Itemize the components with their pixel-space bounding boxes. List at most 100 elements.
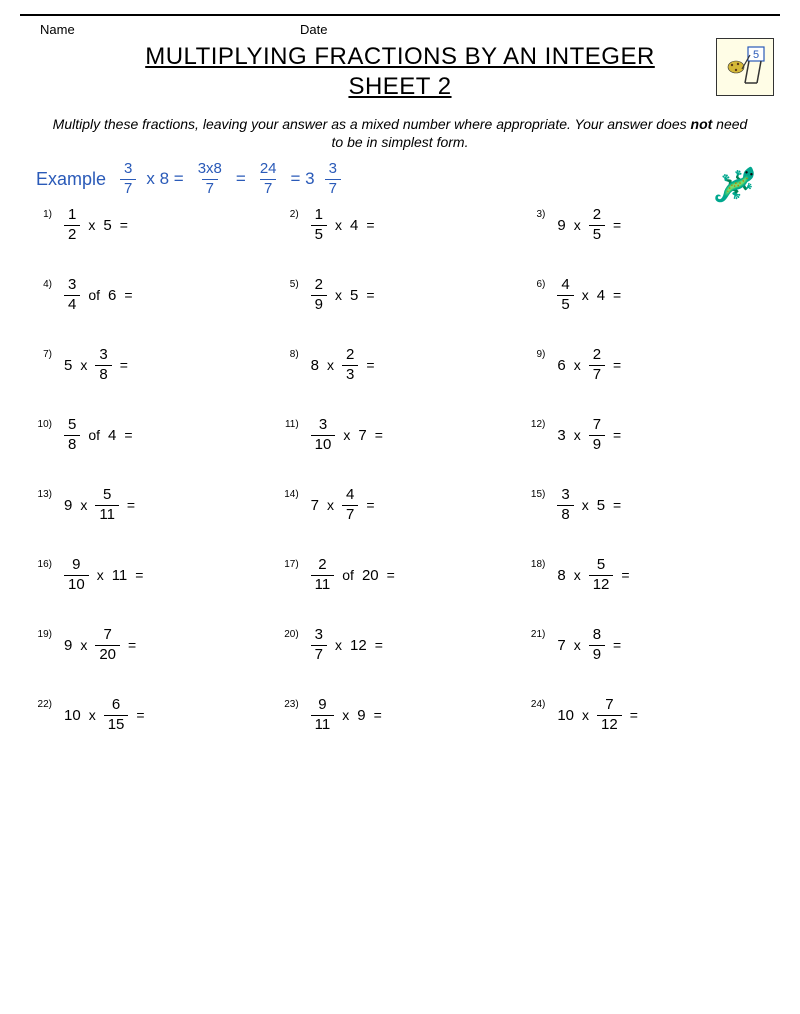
problem-expression: 29x5=: [305, 277, 375, 313]
problem-cell: 19)9x720=: [30, 627, 277, 663]
equals: =: [375, 427, 383, 443]
equals: =: [613, 217, 621, 233]
integer: 5: [597, 497, 605, 514]
fraction: 29: [311, 277, 327, 313]
problem-cell: 10)58of4=: [30, 417, 277, 453]
title-block: MULTIPLYING FRACTIONS BY AN INTEGER SHEE…: [0, 43, 800, 101]
instructions: Multiply these fractions, leaving your a…: [50, 115, 750, 151]
problem-expression: 7x47=: [305, 487, 375, 523]
problem-number: 13): [30, 487, 52, 500]
equals: =: [127, 497, 135, 513]
equals: =: [375, 637, 383, 653]
problem-cell: 20)37x12=: [277, 627, 524, 663]
problem-expression: 10x712=: [551, 697, 638, 733]
name-label: Name: [40, 22, 300, 37]
integer: 5: [64, 357, 72, 374]
fraction: 34: [64, 277, 80, 313]
problem-expression: 38x5=: [551, 487, 621, 523]
operator: x: [342, 707, 349, 723]
operator: x: [80, 497, 87, 513]
problem-cell: 14) 7x47=: [277, 487, 524, 523]
problem-cell: 1)12x5=: [30, 207, 277, 243]
problem-number: 4): [30, 277, 52, 290]
problem-number: 8): [277, 347, 299, 360]
problem-number: 22): [30, 697, 52, 710]
equals: =: [613, 287, 621, 303]
problem-cell: 24)10x712=: [523, 697, 770, 733]
operator: x: [574, 567, 581, 583]
problem-cell: 5)29x5=: [277, 277, 524, 313]
equals: =: [621, 567, 629, 583]
problem-number: 17): [277, 557, 299, 570]
problem-expression: 7x89=: [551, 627, 621, 663]
integer: 3: [557, 427, 565, 444]
fraction: 911: [311, 697, 335, 733]
instructions-bold: not: [691, 116, 713, 132]
problem-number: 19): [30, 627, 52, 640]
example-frac-1: 3 7: [120, 161, 136, 197]
equals: =: [613, 637, 621, 653]
integer: 10: [64, 707, 81, 724]
problem-cell: 23)911x9=: [277, 697, 524, 733]
problem-expression: 9x25=: [551, 207, 621, 243]
fraction: 89: [589, 627, 605, 663]
equals: =: [374, 707, 382, 723]
operator: x: [574, 637, 581, 653]
problem-number: 18): [523, 557, 545, 570]
date-label: Date: [300, 22, 327, 37]
integer: 4: [350, 217, 358, 234]
integer: 11: [112, 567, 128, 584]
fraction: 511: [95, 487, 119, 523]
equals: =: [124, 287, 132, 303]
fraction: 910: [64, 557, 89, 593]
equals: =: [366, 357, 374, 373]
example-eq3: = 3: [291, 169, 315, 189]
problem-number: 5): [277, 277, 299, 290]
problem-cell: 7)5x38=: [30, 347, 277, 383]
equals: =: [136, 707, 144, 723]
operator: x: [574, 357, 581, 373]
integer: 8: [557, 567, 565, 584]
operator: x: [335, 287, 342, 303]
fraction: 310: [311, 417, 336, 453]
fraction: 45: [557, 277, 573, 313]
problem-cell: 11)310x7=: [277, 417, 524, 453]
problem-row: 7)5x38=8)8x23=9)6x27=: [30, 347, 770, 383]
fraction: 37: [311, 627, 327, 663]
problem-number: 23): [277, 697, 299, 710]
problem-cell: 21)7x89=: [523, 627, 770, 663]
header-row: Name Date: [0, 16, 800, 37]
operator: x: [574, 427, 581, 443]
integer: 9: [64, 637, 72, 654]
problem-number: 11): [277, 417, 299, 430]
equals: =: [366, 287, 374, 303]
equals: =: [366, 497, 374, 513]
fraction: 79: [589, 417, 605, 453]
problem-expression: 45x4=: [551, 277, 621, 313]
problem-cell: 16)910x11=: [30, 557, 277, 593]
problem-row: 4)34of6=5)29x5=6)45x4=: [30, 277, 770, 313]
problem-number: 14): [277, 487, 299, 500]
operator: x: [88, 217, 95, 233]
title-line-1: MULTIPLYING FRACTIONS BY AN INTEGER: [0, 43, 800, 71]
operator: x: [343, 427, 350, 443]
problem-expression: 37x12=: [305, 627, 383, 663]
problem-cell: 18)8x512=: [523, 557, 770, 593]
integer: 6: [108, 287, 116, 304]
problem-cell: 22)10x615=: [30, 697, 277, 733]
example-frac-3: 24 7: [256, 161, 281, 197]
fraction: 58: [64, 417, 80, 453]
example-frac-4: 3 7: [325, 161, 341, 197]
problem-number: 10): [30, 417, 52, 430]
equals: =: [124, 427, 132, 443]
problem-cell: 4)34of6=: [30, 277, 277, 313]
problem-number: 2): [277, 207, 299, 220]
integer: 20: [362, 567, 379, 584]
problem-expression: 34of6=: [58, 277, 133, 313]
operator: x: [327, 497, 334, 513]
problem-expression: 5x38=: [58, 347, 128, 383]
problem-number: 21): [523, 627, 545, 640]
integer: 10: [557, 707, 574, 724]
problem-expression: 911x9=: [305, 697, 382, 733]
problem-cell: 6)45x4=: [523, 277, 770, 313]
